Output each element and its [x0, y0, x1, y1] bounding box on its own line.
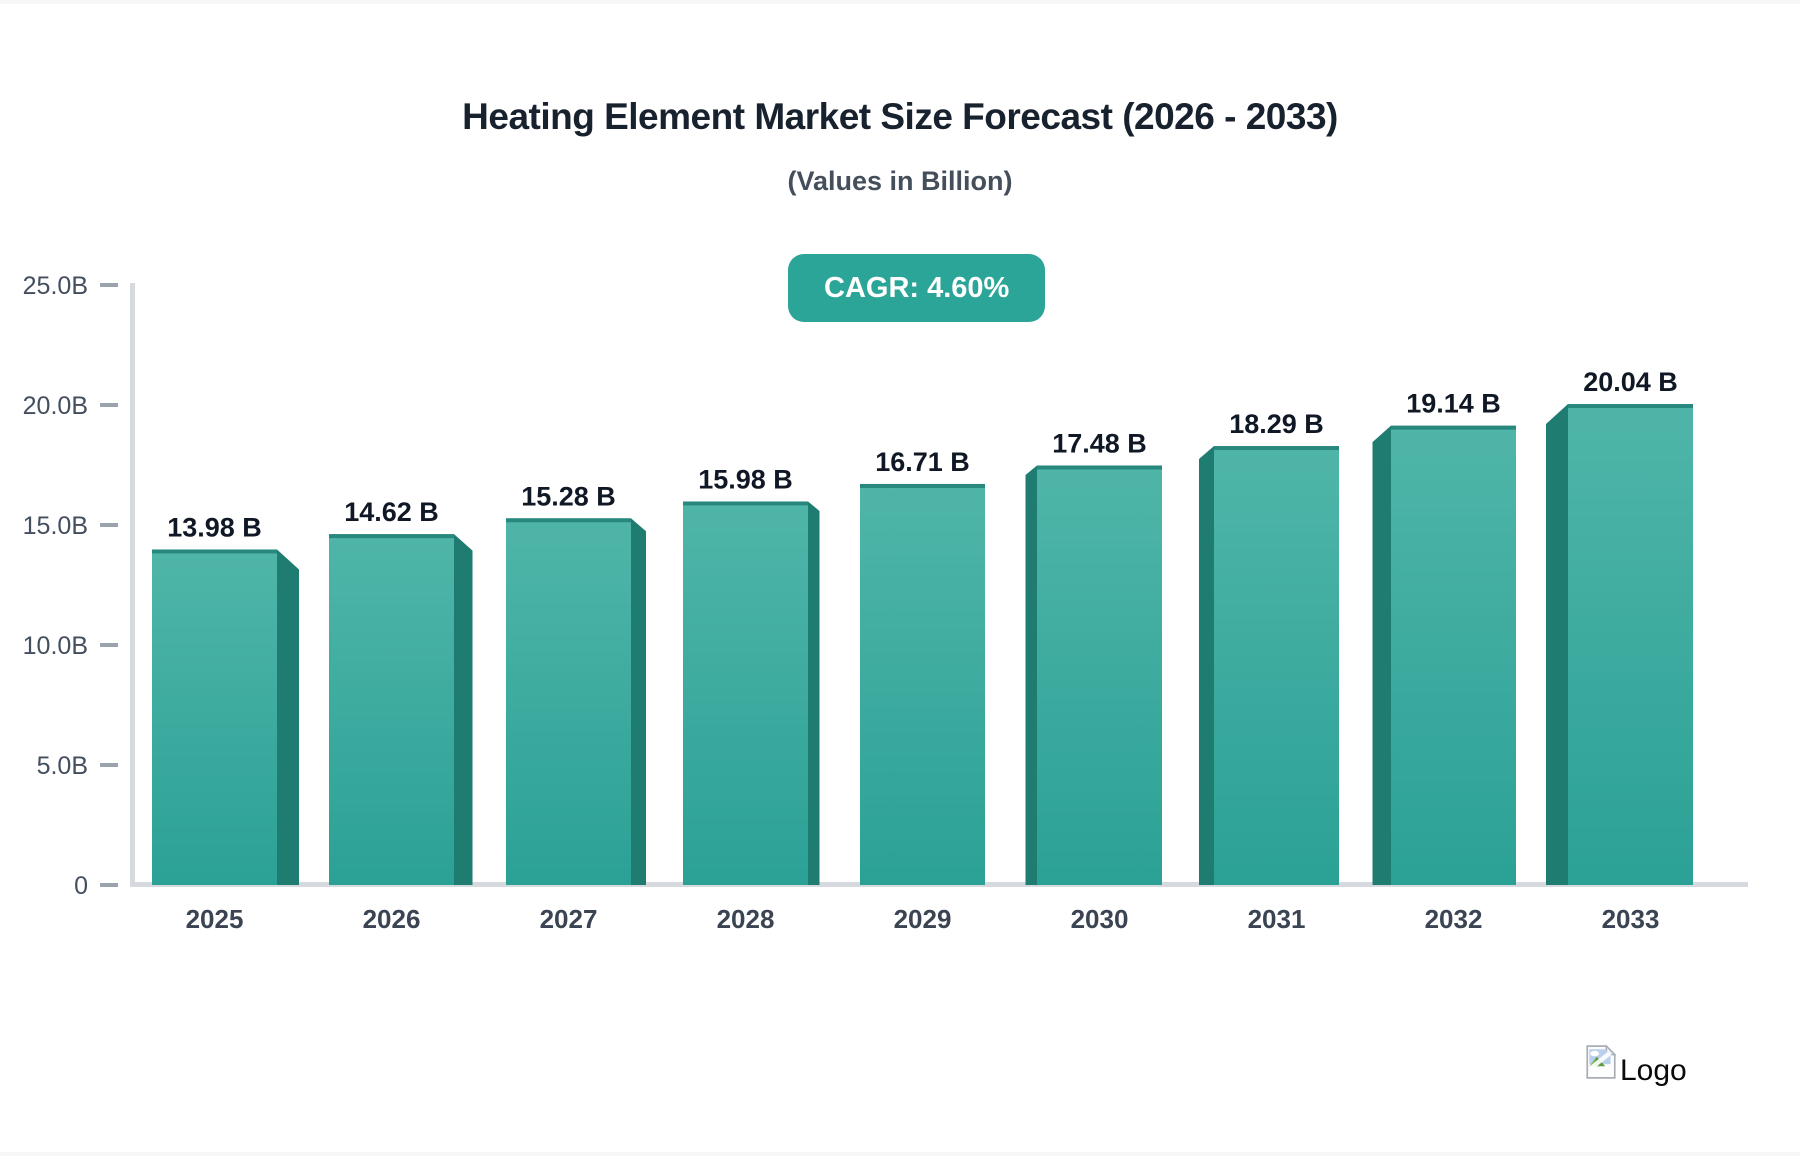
bar-top-edge	[329, 534, 454, 539]
y-axis-label: 25.0B	[23, 272, 88, 300]
chart-title: Heating Element Market Size Forecast (20…	[462, 96, 1338, 137]
y-axis-tick	[100, 763, 118, 767]
bar-group-2033	[1546, 404, 1693, 885]
bars-layer	[152, 404, 1693, 885]
bar-front-face	[329, 534, 454, 885]
y-axis-tick	[100, 523, 118, 527]
bar-group-2027	[506, 518, 646, 885]
x-axis-label: 2027	[540, 904, 598, 934]
bar-group-2028	[683, 501, 820, 885]
x-axis-label: 2030	[1071, 904, 1129, 934]
bar-group-2026	[329, 534, 473, 885]
x-axis-label: 2028	[717, 904, 775, 934]
bar-side-face	[277, 549, 299, 885]
y-axis-label: 15.0B	[23, 512, 88, 540]
x-axis-label: 2029	[894, 904, 952, 934]
bar-front-face	[152, 549, 277, 885]
bar-group-2029	[860, 483, 985, 885]
bar-front-face	[683, 501, 808, 885]
y-axis-label: 10.0B	[23, 632, 88, 660]
bar-top-edge	[1037, 465, 1162, 470]
y-axis-tick	[100, 883, 118, 887]
bar-value-label: 16.71 B	[875, 447, 970, 477]
labels-layer: 13.98 B 2025 14.62 B 2026 15.28 B 2027 15.98 B…	[167, 367, 1678, 934]
y-axis-label: 20.0B	[23, 392, 88, 420]
bar-group-2030	[1025, 465, 1162, 885]
bar-side-face	[1199, 446, 1214, 885]
bar-front-face	[860, 483, 985, 885]
bar-value-label: 15.98 B	[698, 464, 793, 494]
y-axis-line	[130, 283, 135, 885]
bar-top-edge	[152, 549, 277, 554]
bar-value-label: 19.14 B	[1406, 389, 1501, 419]
y-axis-tick	[100, 643, 118, 647]
cagr-badge-label: CAGR: 4.60%	[824, 271, 1010, 304]
bar-front-face	[1037, 465, 1162, 885]
bar-side-face	[454, 534, 473, 885]
page-bottom-edge	[0, 1152, 1800, 1156]
x-axis-label: 2033	[1602, 904, 1660, 934]
chart-subtitle: (Values in Billion)	[787, 166, 1013, 196]
bar-group-2032	[1372, 425, 1516, 885]
bar-value-label: 13.98 B	[167, 512, 262, 542]
bar-front-face	[1568, 404, 1693, 885]
bar-front-face	[506, 518, 631, 885]
cagr-badge: CAGR: 4.60%	[788, 254, 1046, 322]
bar-value-label: 17.48 B	[1052, 428, 1147, 458]
bar-front-face	[1391, 425, 1516, 885]
x-axis-label: 2032	[1425, 904, 1483, 934]
page-top-edge	[0, 0, 1800, 4]
bar-group-2031	[1199, 446, 1339, 885]
bar-value-label: 14.62 B	[344, 497, 439, 527]
logo-alt-text: Logo	[1620, 1054, 1687, 1087]
y-axis-label: 5.0B	[37, 752, 88, 780]
x-axis-label: 2031	[1248, 904, 1306, 934]
bar-side-face	[1546, 404, 1568, 885]
bar-value-label: 20.04 B	[1583, 367, 1678, 397]
bar-top-edge	[860, 483, 985, 488]
bar-group-2025	[152, 549, 299, 885]
bar-side-face	[1025, 465, 1037, 885]
x-axis-label: 2025	[186, 904, 244, 934]
y-axis-label: 0	[74, 872, 88, 900]
bar-value-label: 15.28 B	[521, 481, 616, 511]
bar-side-face	[631, 518, 646, 885]
broken-image-icon	[1583, 1044, 1619, 1085]
x-axis-label: 2026	[363, 904, 421, 934]
logo-container: Logo	[1583, 1044, 1687, 1087]
bar-side-face	[1372, 425, 1391, 885]
bar-top-edge	[1391, 425, 1516, 430]
bar-top-edge	[1568, 404, 1693, 409]
bar-top-edge	[1214, 446, 1339, 451]
bar-top-edge	[683, 501, 808, 506]
y-axis-tick	[100, 403, 118, 407]
bar-value-label: 18.29 B	[1229, 409, 1324, 439]
bar-top-edge	[506, 518, 631, 523]
bar-side-face	[808, 501, 820, 885]
bar-front-face	[1214, 446, 1339, 885]
y-axis-tick	[100, 283, 118, 287]
